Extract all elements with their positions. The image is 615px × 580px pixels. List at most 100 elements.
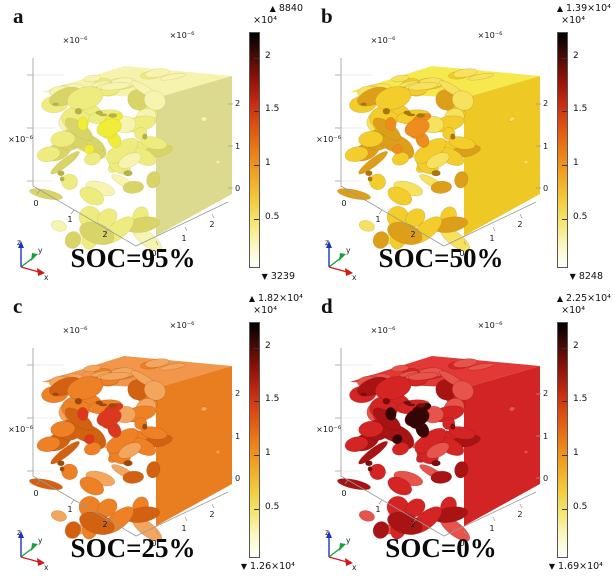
plot-axes: ×10⁻⁶ ×10⁻⁶ ×10⁻⁶ 0 1 2 0 1 2 2 1 0 (316, 30, 548, 258)
min-marker-icon: ▼ (548, 562, 555, 571)
x-axis-tick: 2 (410, 229, 415, 239)
isosurface-plot: ×10⁻⁶ ×10⁻⁶ ×10⁻⁶ 0 1 2 0 1 2 2 1 0 (8, 320, 240, 548)
soc-label: SOC=25% (70, 533, 196, 563)
x-axis-tick: 1 (67, 214, 72, 224)
colorbar-tick: 0.5 (573, 502, 588, 512)
colorbar-tick: 2 (265, 341, 271, 351)
max-marker-icon: ▲ (556, 294, 563, 303)
y-axis-label: y (346, 536, 351, 545)
max-marker-icon: ▲ (248, 294, 255, 303)
colorbar-tick: 2 (573, 341, 579, 351)
isosurface-plot: ×10⁻⁶ ×10⁻⁶ ×10⁻⁶ 0 1 2 0 1 2 2 1 0 (316, 320, 548, 548)
z-axis-tick: 1 (235, 431, 240, 441)
y-axis-tick: 2 (209, 509, 214, 519)
colorbar-gradient-bar (557, 322, 568, 558)
colorbar-exponent: ×10⁴ (561, 305, 585, 316)
microstructure-blobs (29, 358, 220, 542)
x-axis-tick: 2 (102, 229, 107, 239)
y-axis-tick: 1 (489, 523, 494, 533)
x-axis-tick: 0 (33, 488, 38, 498)
x-axis-tick: 0 (341, 198, 346, 208)
panel-d: d ×10⁻⁶ ×10⁻⁶ ×10⁻⁶ 0 1 2 0 1 (308, 290, 615, 580)
colorbar-max: ▲ 1.82×10⁴ (249, 293, 303, 304)
colorbar-tick: 1.5 (573, 104, 588, 114)
x-axis-tick: 2 (102, 519, 107, 529)
panel-c: c ×10⁻⁶ ×10⁻⁶ ×10⁻⁶ 0 1 2 0 1 (0, 290, 307, 580)
colorbar-tick: 0.5 (265, 502, 280, 512)
x-axis-label: x (352, 273, 357, 282)
soc-label: SOC=0% (385, 533, 497, 563)
scale-label-top-right: ×10⁻⁶ (170, 320, 196, 330)
colorbar-exponent: ×10⁴ (253, 15, 277, 26)
colorbar-max: ▲ 1.39×10⁴ (557, 3, 611, 14)
colorbar-gradient-bar (557, 32, 568, 268)
z-axis-tick: 2 (235, 98, 240, 108)
x-axis-tick: 2 (410, 519, 415, 529)
colorbar-max: ▲ 2.25×10⁴ (557, 293, 611, 304)
y-axis-label: y (38, 246, 43, 255)
x-axis-tick: 0 (341, 488, 346, 498)
x-axis-tick: 1 (67, 504, 72, 514)
x-axis-label: x (44, 563, 49, 572)
z-axis-tick: 2 (543, 98, 548, 108)
y-axis-label: y (346, 246, 351, 255)
y-axis-tick: 1 (181, 523, 186, 533)
colorbar-tick: 1 (573, 158, 579, 168)
colorbar-min: ▼ 3239 (262, 271, 295, 282)
colorbar-tick: 2 (265, 51, 271, 61)
panel-letter: b (321, 4, 333, 28)
z-axis-tick: 0 (543, 183, 548, 193)
colorbar-tick: 0.5 (265, 212, 280, 222)
isosurface-plot: ×10⁻⁶ ×10⁻⁶ ×10⁻⁶ 0 1 2 0 1 2 2 1 0 (316, 30, 548, 258)
z-axis-tick: 1 (235, 141, 240, 151)
colorbar-max-value: 1.39×10⁴ (565, 3, 611, 14)
y-axis-label: y (38, 536, 43, 545)
colorbar-tick: 1 (265, 448, 271, 458)
y-axis-tick: 0 (151, 248, 156, 258)
colorbar-tick: 1 (265, 158, 271, 168)
colorbar-min-value: 1.26×10⁴ (249, 561, 295, 572)
orientation-triad-icon: z y x (325, 238, 357, 282)
colorbar: ▲ 8840 ×10⁴ 2 1.5 1 0.5 ▼ 3239 (229, 0, 307, 290)
z-axis-tick: 2 (235, 388, 240, 398)
colorbar-min-value: 3239 (270, 271, 295, 282)
z-axis-label: z (17, 238, 21, 247)
scale-label-top-left: ×10⁻⁶ (63, 325, 89, 335)
colorbar-tick: 2 (573, 51, 579, 61)
soc-label: SOC=50% (378, 243, 504, 273)
colorbar-gradient-bar (249, 322, 260, 558)
colorbar-min: ▼ 1.69×10⁴ (549, 561, 603, 572)
scale-label-left: ×10⁻⁶ (8, 134, 34, 144)
scale-label-left: ×10⁻⁶ (316, 134, 342, 144)
colorbar-tick: 1.5 (573, 394, 588, 404)
y-axis-tick: 2 (517, 509, 522, 519)
scale-label-top-left: ×10⁻⁶ (371, 35, 397, 45)
min-marker-icon: ▼ (261, 272, 268, 281)
y-axis-tick: 2 (517, 219, 522, 229)
z-axis-label: z (325, 238, 329, 247)
orientation-triad-icon: z y x (325, 528, 357, 572)
colorbar-exponent: ×10⁴ (253, 305, 277, 316)
colorbar-max: ▲ 8840 (270, 3, 303, 14)
scale-label-top-left: ×10⁻⁶ (371, 325, 397, 335)
plot-axes: ×10⁻⁶ ×10⁻⁶ ×10⁻⁶ 0 1 2 0 1 2 2 1 0 (8, 30, 240, 258)
plot-axes: ×10⁻⁶ ×10⁻⁶ ×10⁻⁶ 0 1 2 0 1 2 2 1 0 (316, 320, 548, 548)
panel-b: b ×10⁻⁶ ×10⁻⁶ ×10⁻⁶ 0 1 2 0 1 (308, 0, 615, 290)
colorbar-exponent: ×10⁴ (561, 15, 585, 26)
scale-label-left: ×10⁻⁶ (8, 424, 34, 434)
colorbar-min: ▼ 1.26×10⁴ (241, 561, 295, 572)
y-axis-tick: 0 (459, 538, 464, 548)
x-axis-tick: 0 (33, 198, 38, 208)
z-axis-tick: 0 (543, 473, 548, 483)
y-axis-tick: 0 (459, 248, 464, 258)
z-axis-label: z (17, 528, 21, 537)
colorbar-min: ▼ 8248 (570, 271, 603, 282)
panel-a: a ×10⁻⁶ ×10⁻⁶ ×10⁻⁶ 0 1 2 0 1 (0, 0, 307, 290)
z-axis-tick: 0 (235, 183, 240, 193)
scale-label-top-right: ×10⁻⁶ (478, 30, 504, 40)
scale-label-top-right: ×10⁻⁶ (478, 320, 504, 330)
orientation-triad-icon: z y x (17, 528, 49, 572)
colorbar-tick: 1.5 (265, 394, 280, 404)
colorbar-min-value: 1.69×10⁴ (557, 561, 603, 572)
colorbar-max-value: 1.82×10⁴ (257, 293, 303, 304)
